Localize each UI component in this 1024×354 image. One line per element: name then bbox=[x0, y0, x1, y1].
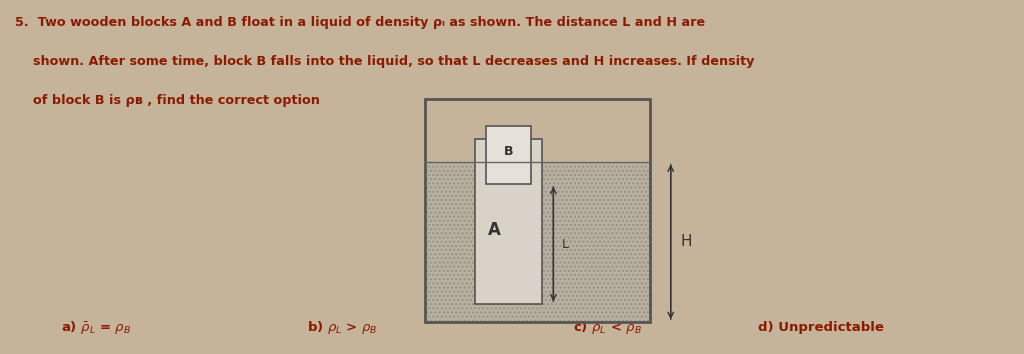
Text: c) $\rho_L$ < $\rho_B$: c) $\rho_L$ < $\rho_B$ bbox=[573, 319, 642, 336]
Bar bbox=[425, 161, 650, 322]
Bar bbox=[474, 139, 542, 304]
Text: of block B is ρв , find the correct option: of block B is ρв , find the correct opti… bbox=[15, 94, 321, 107]
Text: L: L bbox=[561, 238, 568, 251]
Text: A: A bbox=[488, 221, 501, 239]
Bar bbox=[425, 161, 650, 322]
Bar bbox=[485, 126, 530, 184]
Text: d) Unpredictable: d) Unpredictable bbox=[758, 321, 884, 334]
Text: B: B bbox=[504, 145, 513, 159]
Text: a) $\bar{\rho}_L$ = $\rho_B$: a) $\bar{\rho}_L$ = $\rho_B$ bbox=[61, 319, 132, 336]
Text: H: H bbox=[681, 234, 692, 249]
Bar bbox=[425, 99, 650, 322]
Text: b) $\rho_L$ > $\rho_B$: b) $\rho_L$ > $\rho_B$ bbox=[307, 319, 378, 336]
Text: 5.  Two wooden blocks A and B float in a liquid of density ρₗ as shown. The dist: 5. Two wooden blocks A and B float in a … bbox=[15, 16, 706, 29]
Text: shown. After some time, block B falls into the liquid, so that L decreases and H: shown. After some time, block B falls in… bbox=[15, 55, 755, 68]
